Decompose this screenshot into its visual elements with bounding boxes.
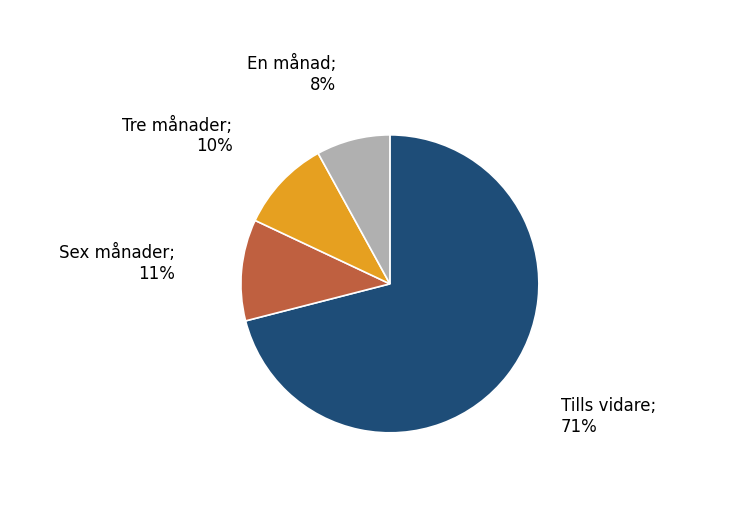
Text: Sex månader;
11%: Sex månader; 11% bbox=[58, 244, 175, 283]
Wedge shape bbox=[255, 153, 390, 284]
Wedge shape bbox=[318, 135, 390, 284]
Wedge shape bbox=[241, 220, 390, 321]
Text: Tre månader;
10%: Tre månader; 10% bbox=[122, 117, 232, 155]
Text: En månad;
8%: En månad; 8% bbox=[247, 55, 336, 94]
Text: Tills vidare;
71%: Tills vidare; 71% bbox=[560, 397, 656, 436]
Wedge shape bbox=[245, 135, 538, 433]
